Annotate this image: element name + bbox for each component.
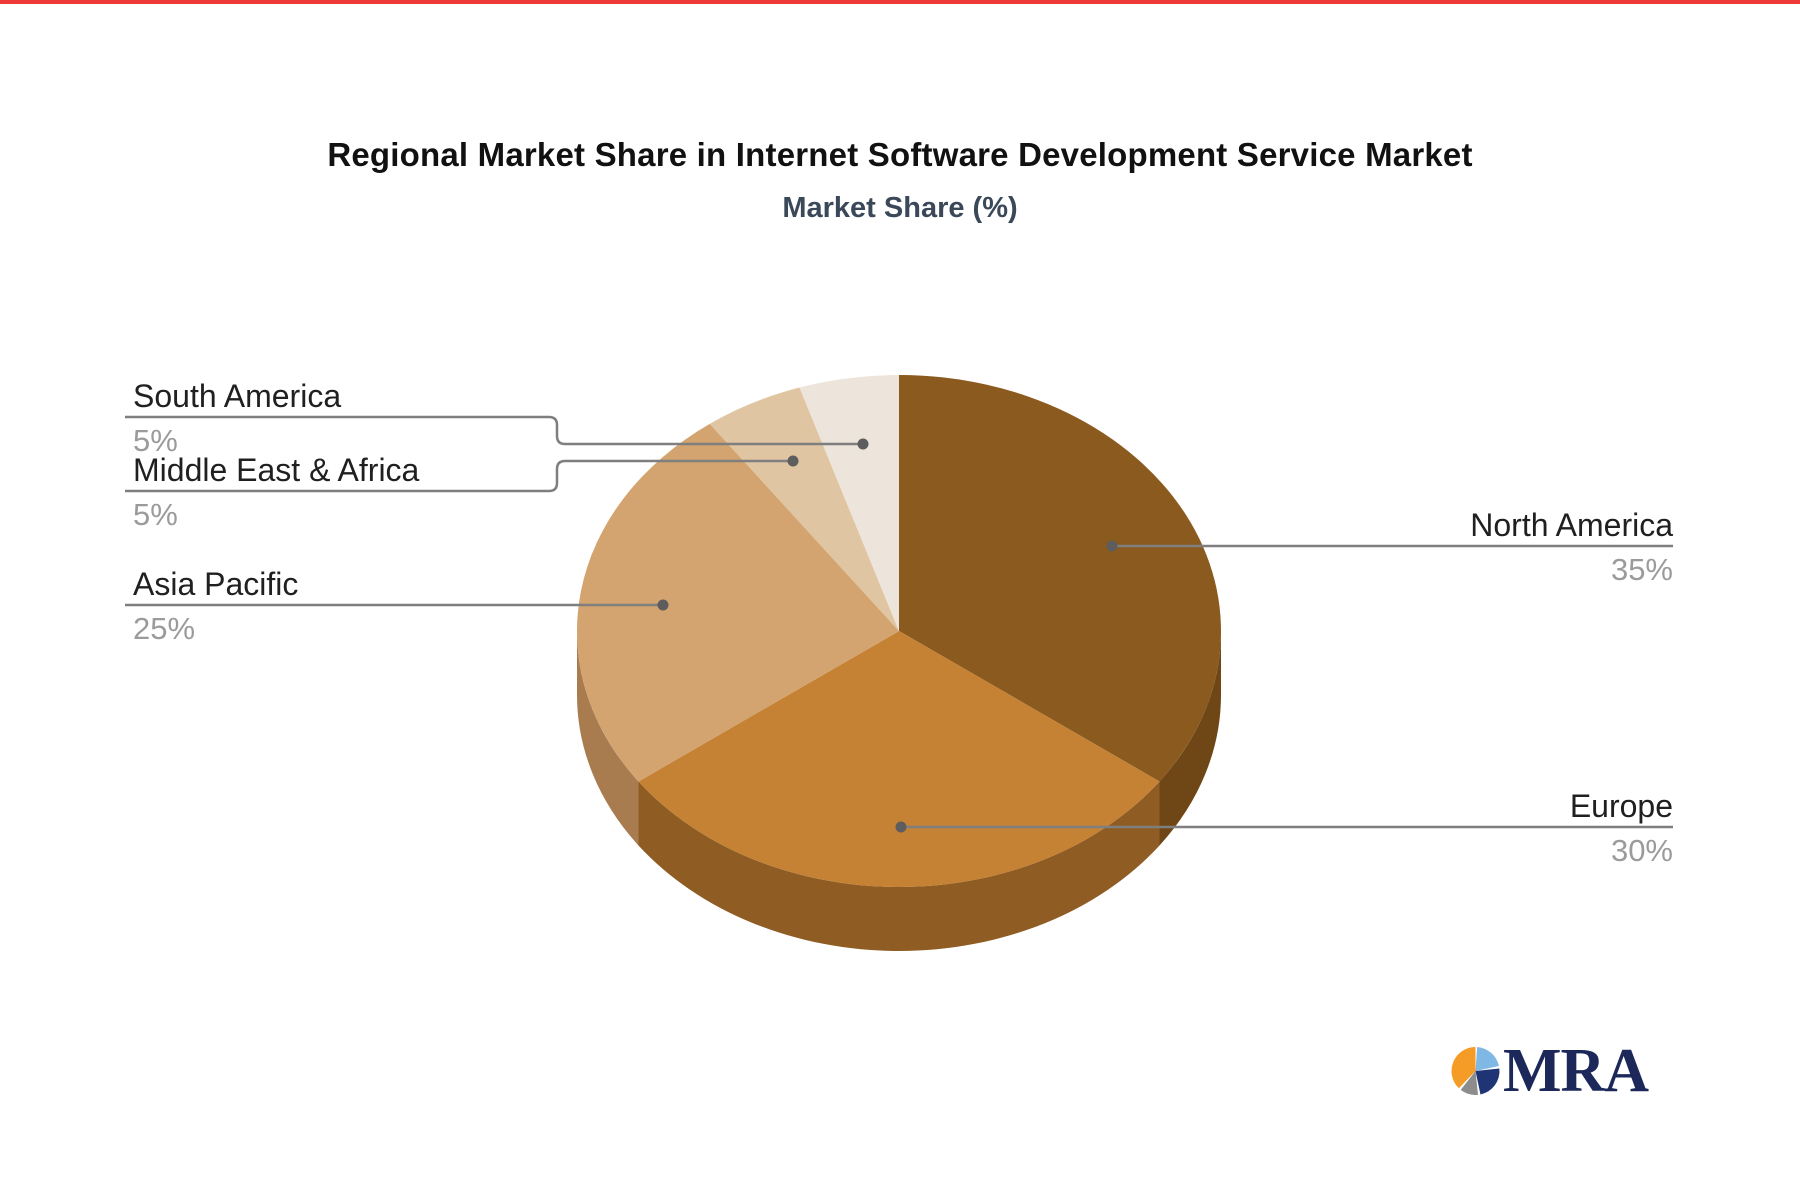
logo-wedge-light-blue [1475,1047,1499,1071]
chart-subtitle: Market Share (%) [782,192,1018,224]
connector-dot-north-america [1106,540,1118,552]
label-middle-east-africa-name: Middle East & Africa [133,452,420,488]
mra-logo-text: MRA [1503,1037,1649,1105]
label-connectors [125,415,1673,833]
pie-slice-north-america[interactable] [899,375,1221,782]
mra-logo: MRA [1448,1038,1708,1108]
mra-logo-pie-icon [1451,1047,1500,1096]
chart-title: Regional Market Share in Internet Softwa… [327,136,1473,173]
pie-slice-side-europe [638,781,1160,951]
pie-slice-south-america[interactable] [799,375,900,631]
label-asia-pacific-percent: 25% [133,611,196,646]
pie-3d-sides [577,631,1221,951]
label-south-america-percent: 5% [133,423,178,458]
label-north-america-name: North America [1470,507,1673,543]
pie-slice-europe[interactable] [638,631,1160,887]
label-europe-name: Europe [1569,788,1673,824]
label-north-america-percent: 35% [1610,552,1673,587]
logo-wedge-gray [1460,1071,1479,1096]
logo-wedge-orange [1451,1047,1476,1089]
pie-slice-middle-east-africa[interactable] [709,387,899,631]
connector-dot-europe [895,821,907,833]
label-middle-east-africa-percent: 5% [133,497,178,532]
top-red-strip [0,0,1800,4]
connector-dot-middle-east-africa [787,455,799,467]
connector-dot-south-america [857,438,869,450]
label-south-america-name: South America [133,378,342,414]
logo-wedge-navy [1475,1068,1500,1095]
label-asia-pacific-name: Asia Pacific [133,566,299,602]
pie-slice-side-north-america [1159,631,1221,846]
connector-middle-east-africa [125,459,793,493]
connector-dot-asia-pacific [657,599,669,611]
label-europe-percent: 30% [1610,833,1673,868]
pie-slice-asia-pacific[interactable] [577,423,899,782]
pie-slices [577,375,1221,887]
pie-slice-side-asia-pacific [577,631,639,846]
connector-south-america [125,415,863,446]
